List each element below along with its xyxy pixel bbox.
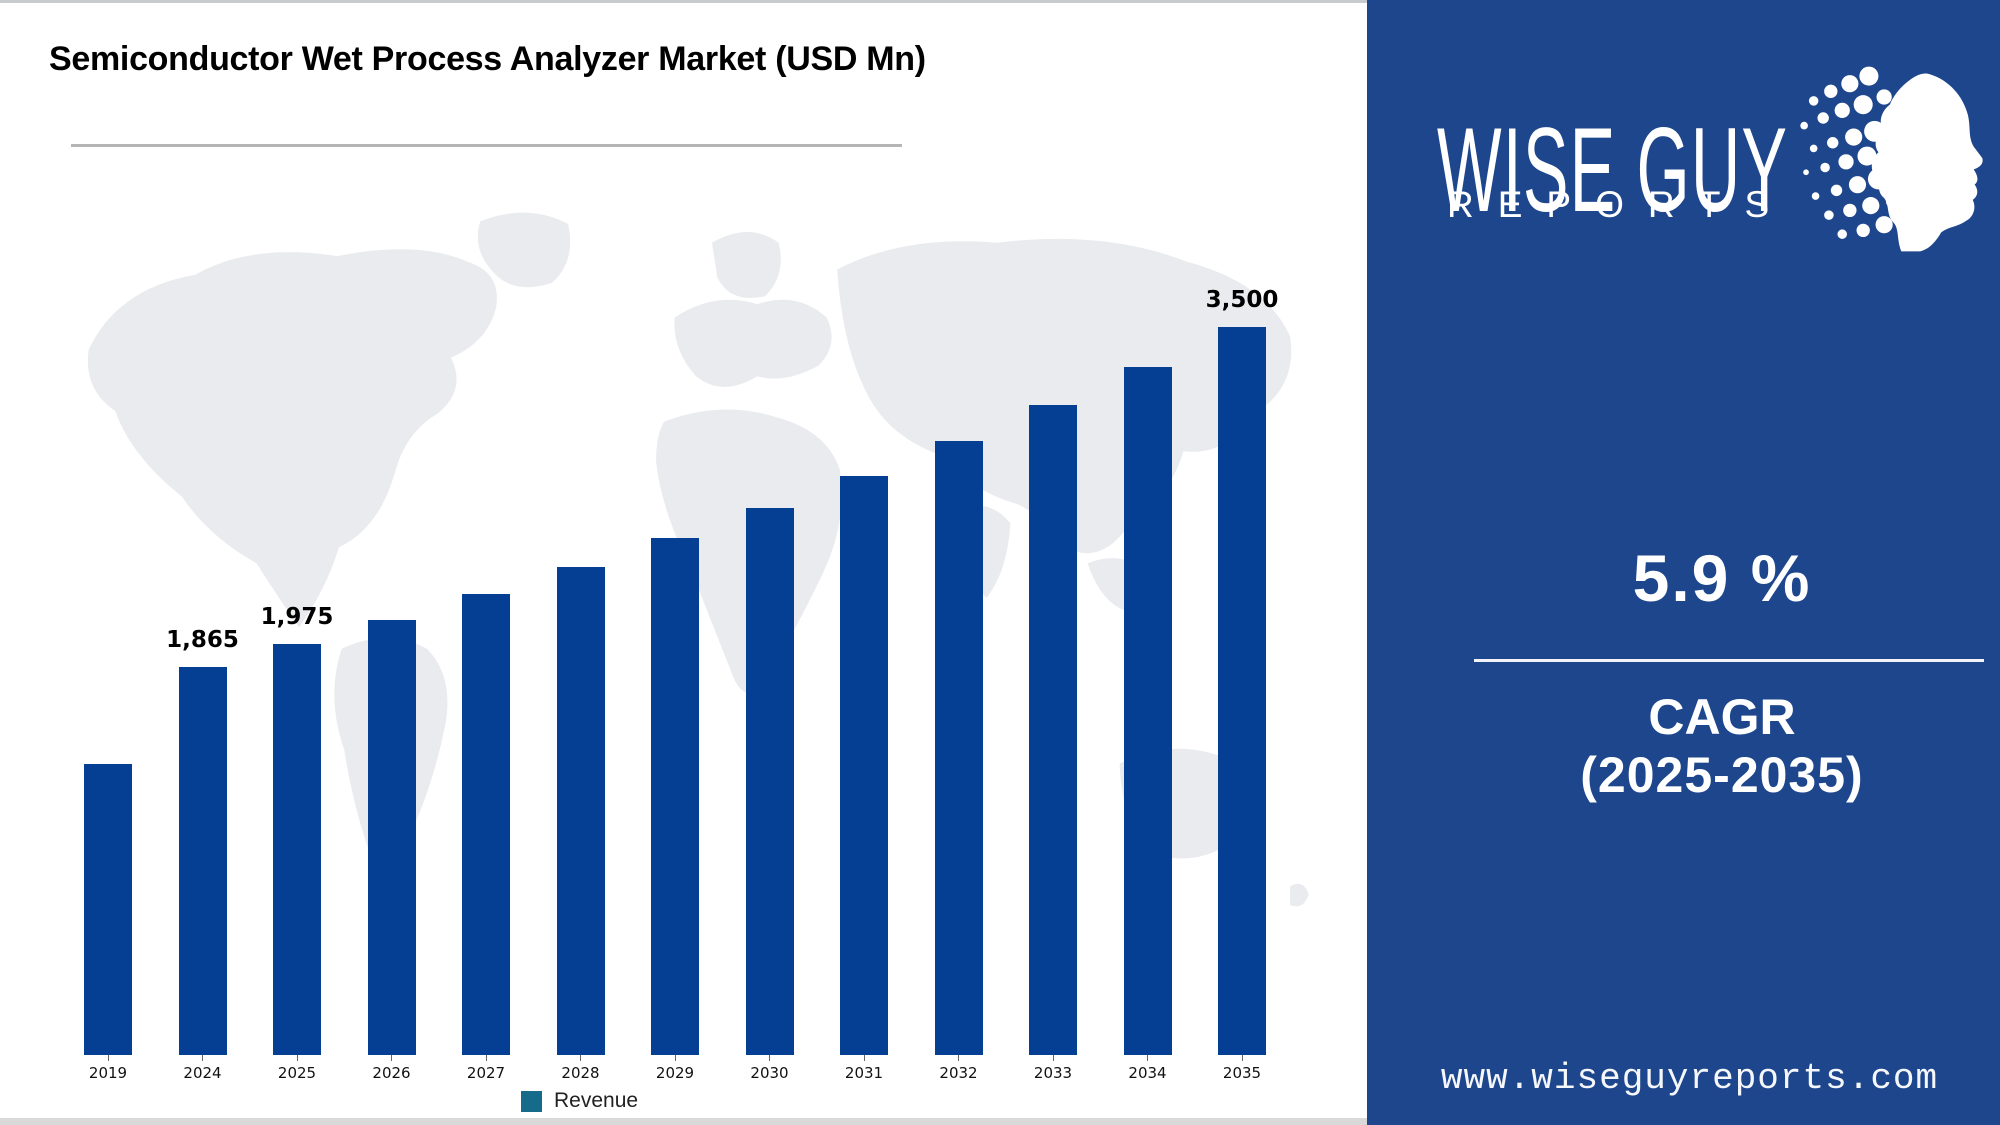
legend-swatch-revenue xyxy=(521,1090,542,1112)
bar-2019 xyxy=(84,764,132,1055)
bar-2029 xyxy=(651,538,699,1055)
bar-2035 xyxy=(1218,327,1266,1055)
chart-side: Semiconductor Wet Process Analyzer Marke… xyxy=(0,0,1367,1125)
logo-wordmark: WISE GUY xyxy=(1437,103,1789,237)
x-tick-2030 xyxy=(769,1055,770,1061)
x-label-2031: 2031 xyxy=(844,1064,884,1082)
x-label-2032: 2032 xyxy=(939,1064,978,1082)
bar-2034 xyxy=(1123,367,1172,1055)
x-tick-2032 xyxy=(958,1055,959,1061)
x-tick-2026 xyxy=(391,1055,392,1061)
x-tick-2019 xyxy=(107,1055,109,1061)
x-tick-2033 xyxy=(1052,1055,1054,1061)
cagr-divider-line xyxy=(1474,659,1984,662)
title-underline xyxy=(71,144,902,147)
bar-value-2025: 1,975 xyxy=(260,604,334,630)
x-tick-2025 xyxy=(296,1055,298,1061)
brand-panel: WISE GUY REPORTS 5.9 % CAGR (2025-2035) … xyxy=(1367,0,2000,1125)
logo-subtitle: REPORTS xyxy=(1447,184,1794,225)
x-label-2028: 2028 xyxy=(561,1064,600,1082)
cagr-label: CAGR xyxy=(1648,689,1796,745)
cagr-period: (2025-2035) xyxy=(1580,747,1864,803)
x-label-2034: 2034 xyxy=(1128,1064,1167,1082)
bar-2026 xyxy=(367,620,416,1055)
bar-2031 xyxy=(840,476,888,1055)
chart-title: Semiconductor Wet Process Analyzer Marke… xyxy=(49,40,926,78)
bottom-edge-strip xyxy=(0,1118,1367,1125)
x-label-2024: 2024 xyxy=(183,1064,222,1082)
chart-legend: Revenue xyxy=(521,1089,638,1113)
x-label-2030: 2030 xyxy=(750,1064,789,1082)
cagr-block: 5.9 % CAGR (2025-2035) xyxy=(1457,0,1987,1125)
bar-value-2035: 3,500 xyxy=(1205,287,1279,313)
bar-2027 xyxy=(462,594,510,1055)
x-label-2026: 2026 xyxy=(372,1064,411,1082)
x-label-2029: 2029 xyxy=(655,1064,695,1082)
top-border-line xyxy=(0,0,1367,3)
x-tick-2024 xyxy=(202,1055,203,1061)
x-label-2019: 2019 xyxy=(88,1064,128,1082)
x-label-2035: 2035 xyxy=(1222,1064,1262,1082)
x-label-2033: 2033 xyxy=(1033,1064,1073,1082)
logo-head-icon xyxy=(1800,66,1983,252)
x-label-2025: 2025 xyxy=(277,1064,317,1082)
cagr-value: 5.9 % xyxy=(1632,541,1812,615)
chart-area: 2019 2024 1,865 2025 1,975 2026 2027 2028 2029 20… xyxy=(60,195,1350,1082)
website-url[interactable]: www.wiseguyreports.com xyxy=(1440,1058,1939,1099)
x-tick-2031 xyxy=(863,1055,865,1061)
bar-value-2024: 1,865 xyxy=(166,627,239,653)
legend-label: Revenue xyxy=(554,1089,639,1112)
bar-2024 xyxy=(178,667,227,1055)
bar-2025 xyxy=(273,644,321,1055)
x-tick-2027 xyxy=(485,1055,487,1061)
bar-2030 xyxy=(745,508,794,1055)
x-tick-2034 xyxy=(1147,1055,1148,1061)
bar-2032 xyxy=(934,441,983,1055)
x-label-2027: 2027 xyxy=(466,1064,506,1082)
bar-2033 xyxy=(1029,405,1077,1055)
x-tick-2029 xyxy=(674,1055,676,1061)
x-tick-2035 xyxy=(1241,1055,1243,1061)
bar-2028 xyxy=(556,567,605,1055)
x-tick-2028 xyxy=(580,1055,581,1061)
